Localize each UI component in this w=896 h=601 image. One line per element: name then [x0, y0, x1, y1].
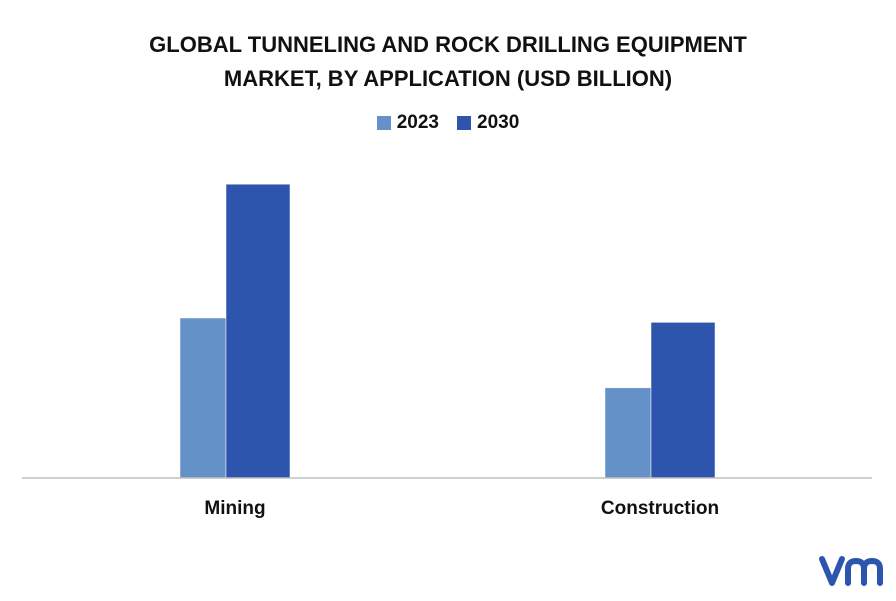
legend-label-2030: 2030: [477, 112, 520, 133]
bar-construction-2030: [650, 322, 716, 479]
bars-group: [179, 183, 716, 479]
bar-mining-2023: [179, 317, 227, 479]
chart-title: GLOBAL TUNNELING AND ROCK DRILLING EQUIP…: [0, 28, 896, 96]
category-label-mining: Mining: [204, 498, 265, 519]
vmr-logo-icon: [819, 556, 883, 586]
chart-title-line-1: GLOBAL TUNNELING AND ROCK DRILLING EQUIP…: [149, 32, 747, 57]
legend-item-2023: 2023: [376, 112, 439, 134]
legend-swatch-2023: [376, 116, 391, 130]
chart-title-line-2: MARKET, BY APPLICATION (USD BILLION): [223, 66, 673, 91]
legend-item-2030: 2030: [457, 112, 519, 134]
category-labels: Mining Construction: [204, 498, 719, 519]
bar-mining-2030: [225, 183, 291, 479]
legend-swatch-2030: [457, 116, 471, 130]
category-label-construction: Construction: [601, 498, 719, 519]
bar-construction-2023: [604, 387, 652, 479]
chart-legend: 2023 2030: [0, 112, 896, 134]
legend-label-2023: 2023: [396, 112, 439, 133]
